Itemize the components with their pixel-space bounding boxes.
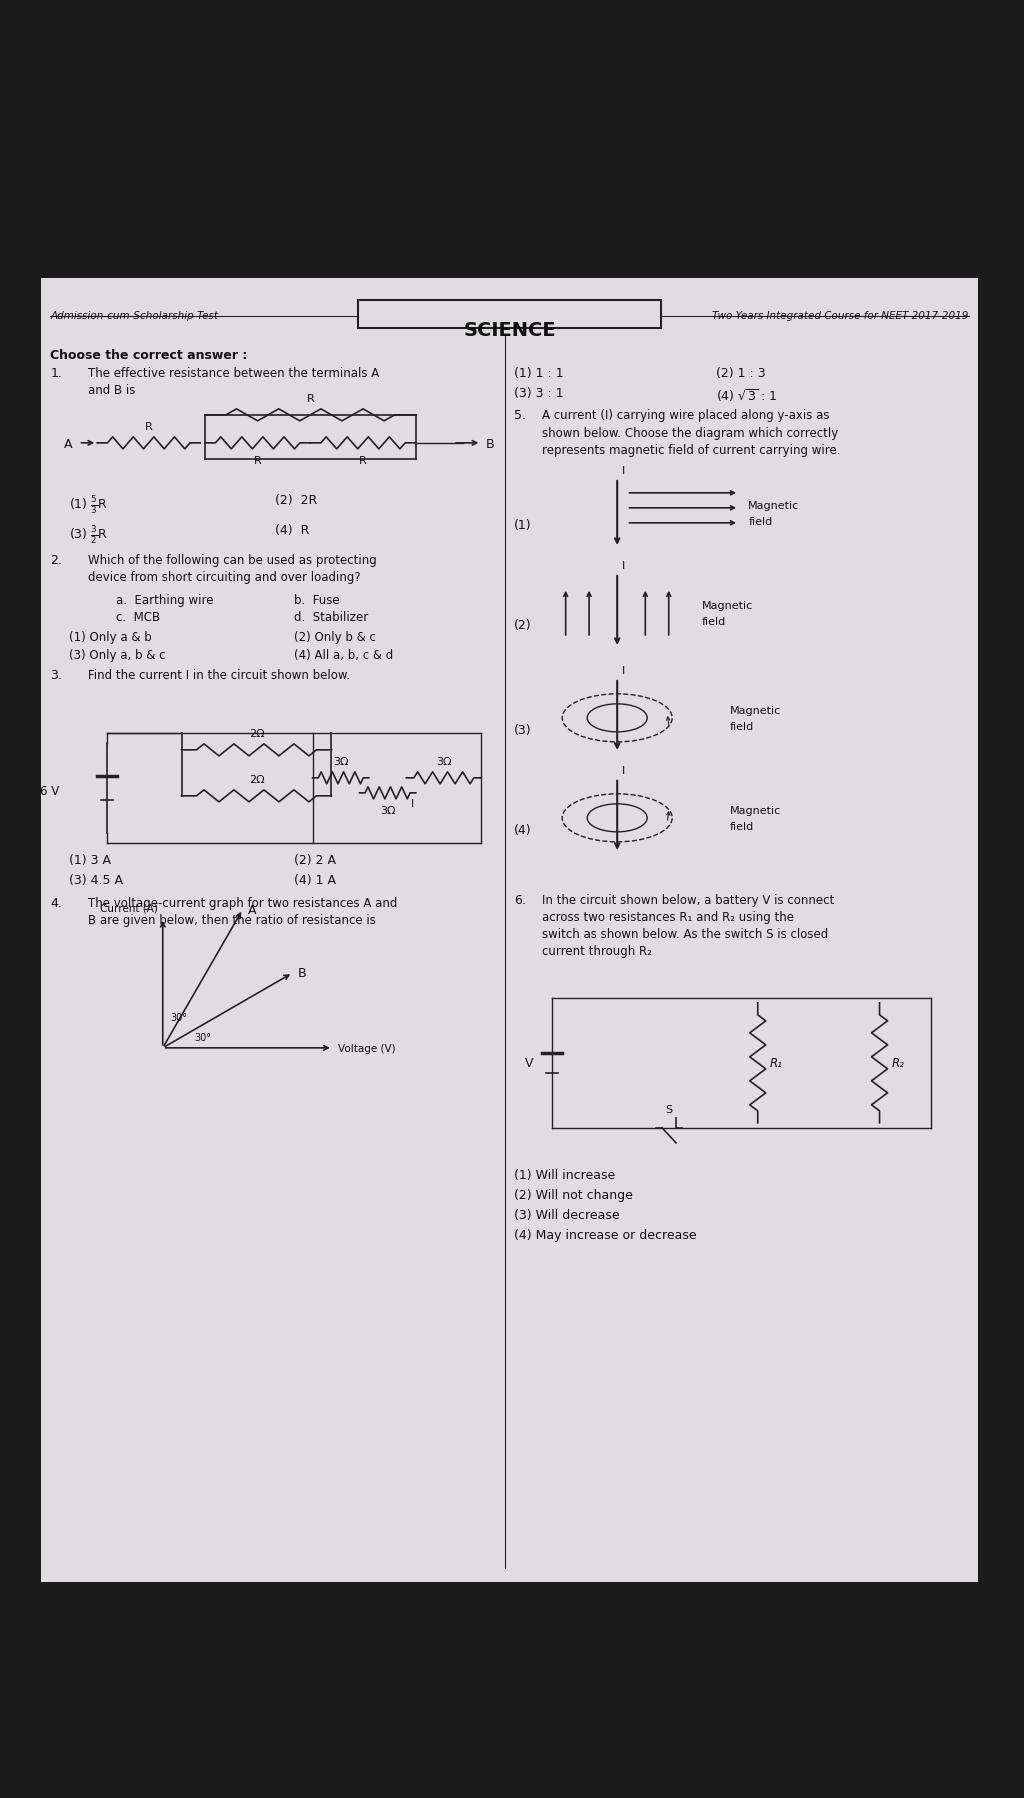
Text: I: I: [623, 466, 626, 476]
Text: c.  MCB: c. MCB: [116, 611, 160, 624]
Text: 5.: 5.: [514, 408, 526, 421]
Text: Admission-cum-Scholarship Test: Admission-cum-Scholarship Test: [50, 311, 218, 320]
Text: R: R: [144, 421, 153, 432]
Text: Magnetic: Magnetic: [730, 806, 781, 814]
Text: (3) 4.5 A: (3) 4.5 A: [69, 874, 123, 886]
Text: (4) 1 A: (4) 1 A: [294, 874, 336, 886]
Text: 6 V: 6 V: [41, 784, 59, 797]
Text: B: B: [486, 437, 495, 451]
FancyBboxPatch shape: [357, 300, 662, 329]
Text: S: S: [666, 1104, 673, 1115]
Text: (1) Will increase: (1) Will increase: [514, 1169, 615, 1181]
Text: Magnetic: Magnetic: [730, 705, 781, 716]
Text: 1.: 1.: [50, 367, 62, 379]
Text: (2)  2R: (2) 2R: [275, 494, 317, 507]
Text: Current (A): Current (A): [100, 903, 158, 913]
Text: (1) $\frac{5}{3}$R: (1) $\frac{5}{3}$R: [69, 494, 109, 516]
Text: (4) $\sqrt{3}$ : 1: (4) $\sqrt{3}$ : 1: [716, 387, 777, 403]
Text: Magnetic: Magnetic: [749, 500, 800, 511]
Text: I: I: [623, 561, 626, 570]
Text: field: field: [749, 516, 773, 527]
Text: Find the current I in the circuit shown below.: Find the current I in the circuit shown …: [88, 669, 350, 681]
Text: R: R: [359, 455, 367, 466]
Text: A current (I) carrying wire placed along y-axis as: A current (I) carrying wire placed along…: [543, 408, 829, 421]
Text: shown below. Choose the diagram which correctly: shown below. Choose the diagram which co…: [543, 426, 839, 439]
Text: V: V: [525, 1057, 534, 1070]
Text: current through R₂: current through R₂: [543, 944, 652, 957]
Text: 30°: 30°: [171, 1012, 187, 1023]
Text: b.  Fuse: b. Fuse: [294, 593, 340, 606]
Text: 3Ω: 3Ω: [380, 806, 395, 814]
Text: R₁: R₁: [770, 1057, 782, 1070]
Text: 3Ω: 3Ω: [436, 757, 452, 766]
Text: (3) Will decrease: (3) Will decrease: [514, 1208, 620, 1221]
Text: B: B: [298, 967, 306, 980]
Text: R: R: [254, 455, 261, 466]
Text: The voltage-current graph for two resistances A and: The voltage-current graph for two resist…: [88, 897, 397, 910]
Text: field: field: [730, 721, 754, 732]
Text: Choose the correct answer :: Choose the correct answer :: [50, 349, 248, 361]
Text: The effective resistance between the terminals A: The effective resistance between the ter…: [88, 367, 379, 379]
Text: (2) Will not change: (2) Will not change: [514, 1188, 633, 1201]
Text: 2Ω: 2Ω: [249, 728, 264, 739]
Text: (3): (3): [514, 723, 531, 737]
Text: R: R: [306, 394, 314, 403]
Text: a.  Earthing wire: a. Earthing wire: [116, 593, 213, 606]
Text: (3) $\frac{3}{2}$R: (3) $\frac{3}{2}$R: [69, 523, 109, 545]
Text: (2) Only b & c: (2) Only b & c: [294, 631, 376, 644]
Text: 4.: 4.: [50, 897, 62, 910]
Text: I: I: [623, 665, 626, 676]
Text: Which of the following can be used as protecting: Which of the following can be used as pr…: [88, 554, 377, 566]
Text: (4) All a, b, c & d: (4) All a, b, c & d: [294, 649, 393, 662]
Text: I: I: [623, 766, 626, 775]
Text: SCIENCE: SCIENCE: [463, 320, 556, 340]
Text: d.  Stabilizer: d. Stabilizer: [294, 611, 369, 624]
Text: (4)  R: (4) R: [275, 523, 309, 536]
Text: field: field: [701, 617, 726, 626]
Text: 30°: 30°: [195, 1032, 212, 1043]
Text: A: A: [248, 903, 256, 917]
Text: 6.: 6.: [514, 894, 526, 906]
Text: (1) 1 : 1: (1) 1 : 1: [514, 367, 564, 379]
Text: Voltage (V): Voltage (V): [338, 1043, 395, 1054]
Text: 3Ω: 3Ω: [333, 757, 348, 766]
Text: device from short circuiting and over loading?: device from short circuiting and over lo…: [88, 570, 360, 584]
Text: 2.: 2.: [50, 554, 62, 566]
Text: I: I: [411, 798, 415, 809]
Text: B are given below, then the ratio of resistance is: B are given below, then the ratio of res…: [88, 913, 376, 926]
Text: A: A: [65, 437, 73, 451]
Text: (2): (2): [514, 619, 531, 631]
Text: across two resistances R₁ and R₂ using the: across two resistances R₁ and R₂ using t…: [543, 910, 795, 924]
Text: 2Ω: 2Ω: [249, 775, 264, 784]
Text: field: field: [730, 822, 754, 831]
Text: (1) 3 A: (1) 3 A: [69, 854, 111, 867]
Text: 3.: 3.: [50, 669, 62, 681]
Text: switch as shown below. As the switch S is closed: switch as shown below. As the switch S i…: [543, 928, 828, 940]
Text: (4) May increase or decrease: (4) May increase or decrease: [514, 1228, 696, 1241]
Text: and B is: and B is: [88, 383, 135, 397]
Text: In the circuit shown below, a battery V is connect: In the circuit shown below, a battery V …: [543, 894, 835, 906]
Text: (2) 2 A: (2) 2 A: [294, 854, 336, 867]
Text: represents magnetic field of current carrying wire.: represents magnetic field of current car…: [543, 444, 841, 457]
Text: Magnetic: Magnetic: [701, 601, 753, 611]
Text: (3) 3 : 1: (3) 3 : 1: [514, 387, 564, 399]
Text: (1) Only a & b: (1) Only a & b: [69, 631, 152, 644]
Text: R₂: R₂: [892, 1057, 904, 1070]
Text: (3) Only a, b & c: (3) Only a, b & c: [69, 649, 166, 662]
Text: Two Years Integrated Course for NEET 2017-2019: Two Years Integrated Course for NEET 201…: [712, 311, 969, 320]
Bar: [41, 279, 978, 1582]
Text: (2) 1 : 3: (2) 1 : 3: [716, 367, 765, 379]
Text: (4): (4): [514, 823, 531, 836]
Text: (1): (1): [514, 518, 531, 532]
